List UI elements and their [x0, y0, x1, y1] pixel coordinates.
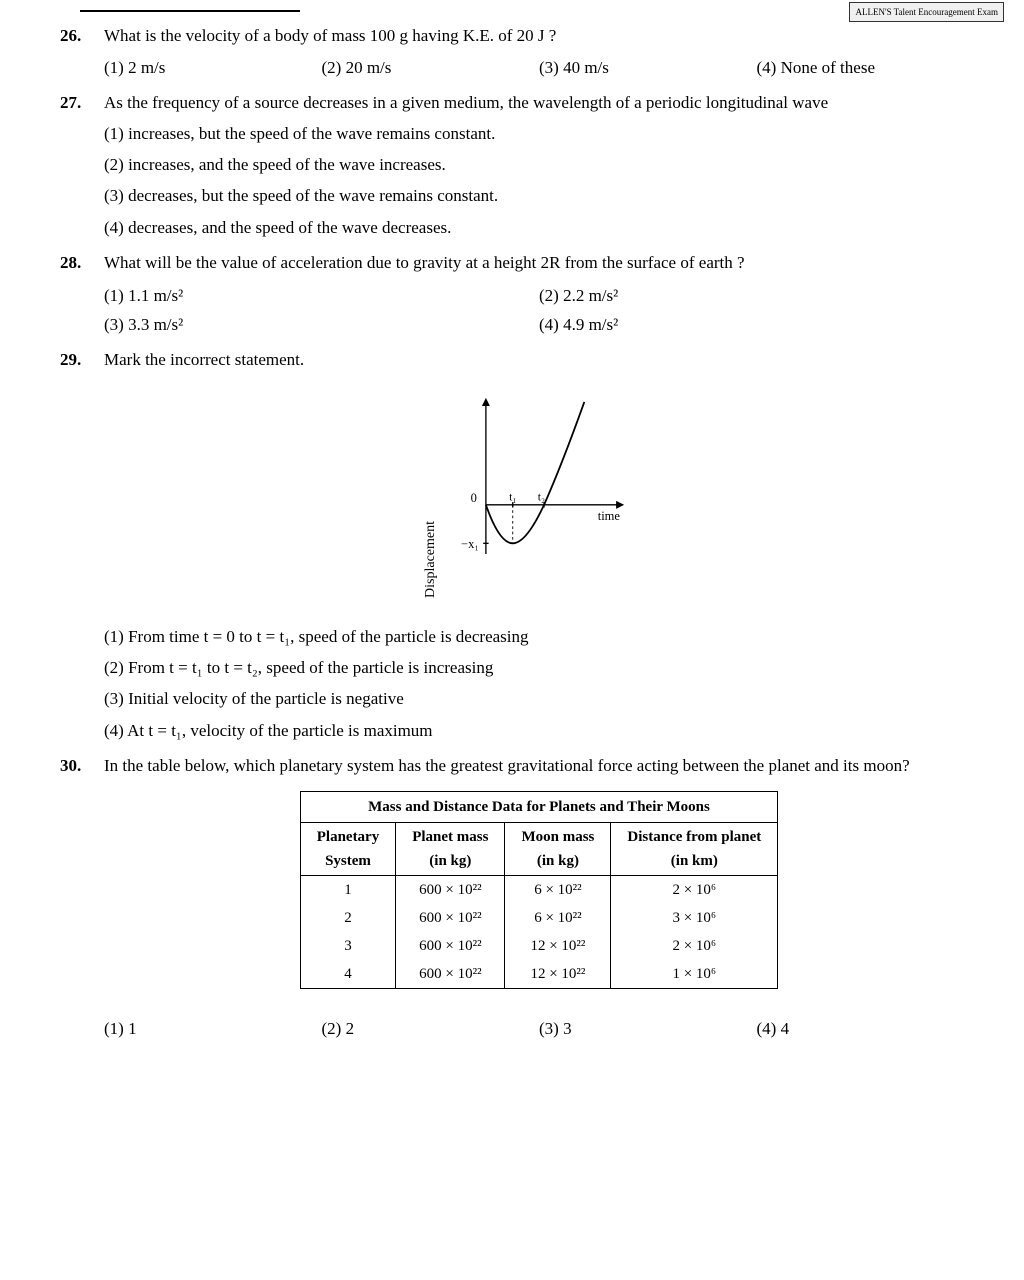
question-text: Mark the incorrect statement. [104, 346, 974, 373]
question-text: What will be the value of acceleration d… [104, 249, 974, 276]
exam-badge: ALLEN'S Talent Encouragement Exam [849, 2, 1004, 22]
cell: 2 × 10⁶ [611, 875, 778, 904]
question-30: 30. In the table below, which planetary … [60, 752, 974, 1007]
origin-label: 0 [471, 492, 477, 506]
cell: 6 × 10²² [505, 875, 611, 904]
table-row: 1 600 × 10²² 6 × 10²² 2 × 10⁶ [300, 875, 778, 904]
cell: 600 × 10²² [396, 960, 505, 989]
option-4[interactable]: (4) At t = t₁, velocity of the particle … [104, 717, 974, 744]
cell: 2 × 10⁶ [611, 932, 778, 960]
question-number: 27. [60, 89, 104, 116]
question-text: In the table below, which planetary syst… [104, 752, 974, 779]
option-3[interactable]: (3) decreases, but the speed of the wave… [104, 182, 974, 209]
table-row: 2 600 × 10²² 6 × 10²² 3 × 10⁶ [300, 904, 778, 932]
question-26: 26. What is the velocity of a body of ma… [60, 22, 974, 80]
option-3[interactable]: (3) 3 [539, 1015, 757, 1042]
cell: 6 × 10²² [505, 904, 611, 932]
cell: 2 [300, 904, 395, 932]
cell: 600 × 10²² [396, 932, 505, 960]
graph-y-label: Displacement [420, 521, 442, 598]
cell: 3 × 10⁶ [611, 904, 778, 932]
question-29: 29. Mark the incorrect statement. Displa… [60, 346, 974, 744]
option-2[interactable]: (2) 2.2 m/s² [539, 282, 974, 309]
option-2[interactable]: (2) 20 m/s [322, 54, 540, 81]
cell: 600 × 10²² [396, 904, 505, 932]
table-header-3: Moon mass(in kg) [505, 822, 611, 875]
table-title: Mass and Distance Data for Planets and T… [300, 791, 778, 822]
question-number: 26. [60, 22, 104, 49]
option-4[interactable]: (4) decreases, and the speed of the wave… [104, 214, 974, 241]
t1-label: t₁ [509, 491, 516, 504]
question-number: 30. [60, 752, 104, 779]
table-header-2: Planet mass(in kg) [396, 822, 505, 875]
t2-label: t₂ [538, 491, 545, 504]
option-1[interactable]: (1) 1.1 m/s² [104, 282, 539, 309]
option-3[interactable]: (3) 3.3 m/s² [104, 311, 539, 338]
question-27: 27. As the frequency of a source decreas… [60, 89, 974, 241]
cell: 1 × 10⁶ [611, 960, 778, 989]
cell: 4 [300, 960, 395, 989]
question-number: 29. [60, 346, 104, 373]
planet-moon-table: Mass and Distance Data for Planets and T… [300, 791, 779, 989]
table-row: 3 600 × 10²² 12 × 10²² 2 × 10⁶ [300, 932, 778, 960]
option-1[interactable]: (1) From time t = 0 to t = t₁, speed of … [104, 623, 974, 650]
question-text: What is the velocity of a body of mass 1… [104, 22, 974, 49]
table-header-1: PlanetarySystem [300, 822, 395, 875]
cell: 12 × 10²² [505, 960, 611, 989]
option-3[interactable]: (3) Initial velocity of the particle is … [104, 685, 974, 712]
option-3[interactable]: (3) 40 m/s [539, 54, 757, 81]
table-row: 4 600 × 10²² 12 × 10²² 1 × 10⁶ [300, 960, 778, 989]
question-text: As the frequency of a source decreases i… [104, 89, 974, 116]
option-1[interactable]: (1) 1 [104, 1015, 322, 1042]
option-2[interactable]: (2) 2 [322, 1015, 540, 1042]
table-header-4: Distance from planet(in km) [611, 822, 778, 875]
option-2[interactable]: (2) increases, and the speed of the wave… [104, 151, 974, 178]
option-2[interactable]: (2) From t = t₁ to t = t₂, speed of the … [104, 654, 974, 681]
option-1[interactable]: (1) 2 m/s [104, 54, 322, 81]
minus-x1-label: −x₁ [461, 537, 479, 551]
q30-options: (1) 1 (2) 2 (3) 3 (4) 4 [104, 1015, 974, 1042]
x-axis-label: time [598, 510, 621, 524]
displacement-curve [486, 402, 584, 543]
cell: 600 × 10²² [396, 875, 505, 904]
graph-svg: 0 t₁ t₂ time −x₁ [448, 393, 658, 563]
top-border-line [80, 10, 300, 12]
cell: 1 [300, 875, 395, 904]
question-number: 28. [60, 249, 104, 276]
option-1[interactable]: (1) increases, but the speed of the wave… [104, 120, 974, 147]
question-28: 28. What will be the value of accelerati… [60, 249, 974, 339]
option-4[interactable]: (4) 4 [757, 1015, 975, 1042]
cell: 3 [300, 932, 395, 960]
option-4[interactable]: (4) 4.9 m/s² [539, 311, 974, 338]
option-4[interactable]: (4) None of these [757, 54, 975, 81]
displacement-time-graph: Displacement [104, 393, 974, 598]
cell: 12 × 10²² [505, 932, 611, 960]
